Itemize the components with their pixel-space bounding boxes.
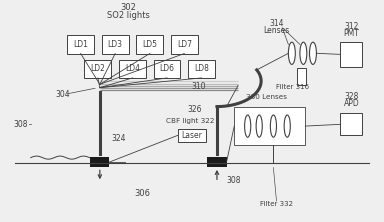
Text: 328: 328 — [344, 92, 359, 101]
Ellipse shape — [284, 115, 290, 137]
Bar — [188, 60, 215, 78]
Text: 312: 312 — [344, 22, 359, 31]
Ellipse shape — [256, 115, 262, 137]
Ellipse shape — [310, 42, 316, 64]
Bar — [90, 157, 109, 167]
Text: LD1: LD1 — [73, 40, 88, 49]
Ellipse shape — [288, 42, 295, 64]
Text: LD5: LD5 — [142, 40, 157, 49]
Text: Filter 332: Filter 332 — [260, 201, 293, 207]
Text: 330 Lenses: 330 Lenses — [247, 93, 287, 100]
Text: LD3: LD3 — [108, 40, 123, 49]
Text: 324: 324 — [112, 134, 126, 143]
Text: LD2: LD2 — [91, 64, 105, 73]
Text: 302: 302 — [121, 3, 137, 12]
Bar — [340, 113, 362, 135]
Bar — [102, 35, 129, 54]
Text: 308: 308 — [14, 120, 28, 129]
Text: Filter 316: Filter 316 — [276, 84, 309, 90]
Bar — [136, 35, 163, 54]
Ellipse shape — [245, 115, 251, 137]
Bar — [84, 60, 111, 78]
Text: SO2 lights: SO2 lights — [107, 11, 150, 20]
Text: 326: 326 — [187, 105, 202, 114]
Text: PMT: PMT — [343, 29, 359, 38]
Bar — [234, 107, 305, 145]
Bar — [171, 35, 198, 54]
Bar — [297, 68, 306, 85]
Text: Laser: Laser — [182, 131, 202, 140]
Text: LD4: LD4 — [125, 64, 140, 73]
Text: LD8: LD8 — [194, 64, 209, 73]
Bar — [154, 60, 180, 78]
Text: CBF light 322: CBF light 322 — [166, 118, 214, 124]
Text: LD7: LD7 — [177, 40, 192, 49]
Text: LD6: LD6 — [159, 64, 175, 73]
Bar — [207, 157, 227, 167]
Text: APD: APD — [343, 99, 359, 108]
Text: 314: 314 — [269, 19, 284, 28]
Ellipse shape — [300, 42, 307, 64]
Bar — [67, 35, 94, 54]
Text: 306: 306 — [134, 189, 150, 198]
Bar — [340, 42, 362, 67]
Bar — [177, 129, 207, 142]
Text: Lenses: Lenses — [263, 26, 290, 35]
Bar — [119, 60, 146, 78]
Ellipse shape — [270, 115, 276, 137]
Text: 304: 304 — [56, 90, 70, 99]
Text: 308: 308 — [227, 176, 241, 185]
Text: 310: 310 — [191, 82, 205, 91]
